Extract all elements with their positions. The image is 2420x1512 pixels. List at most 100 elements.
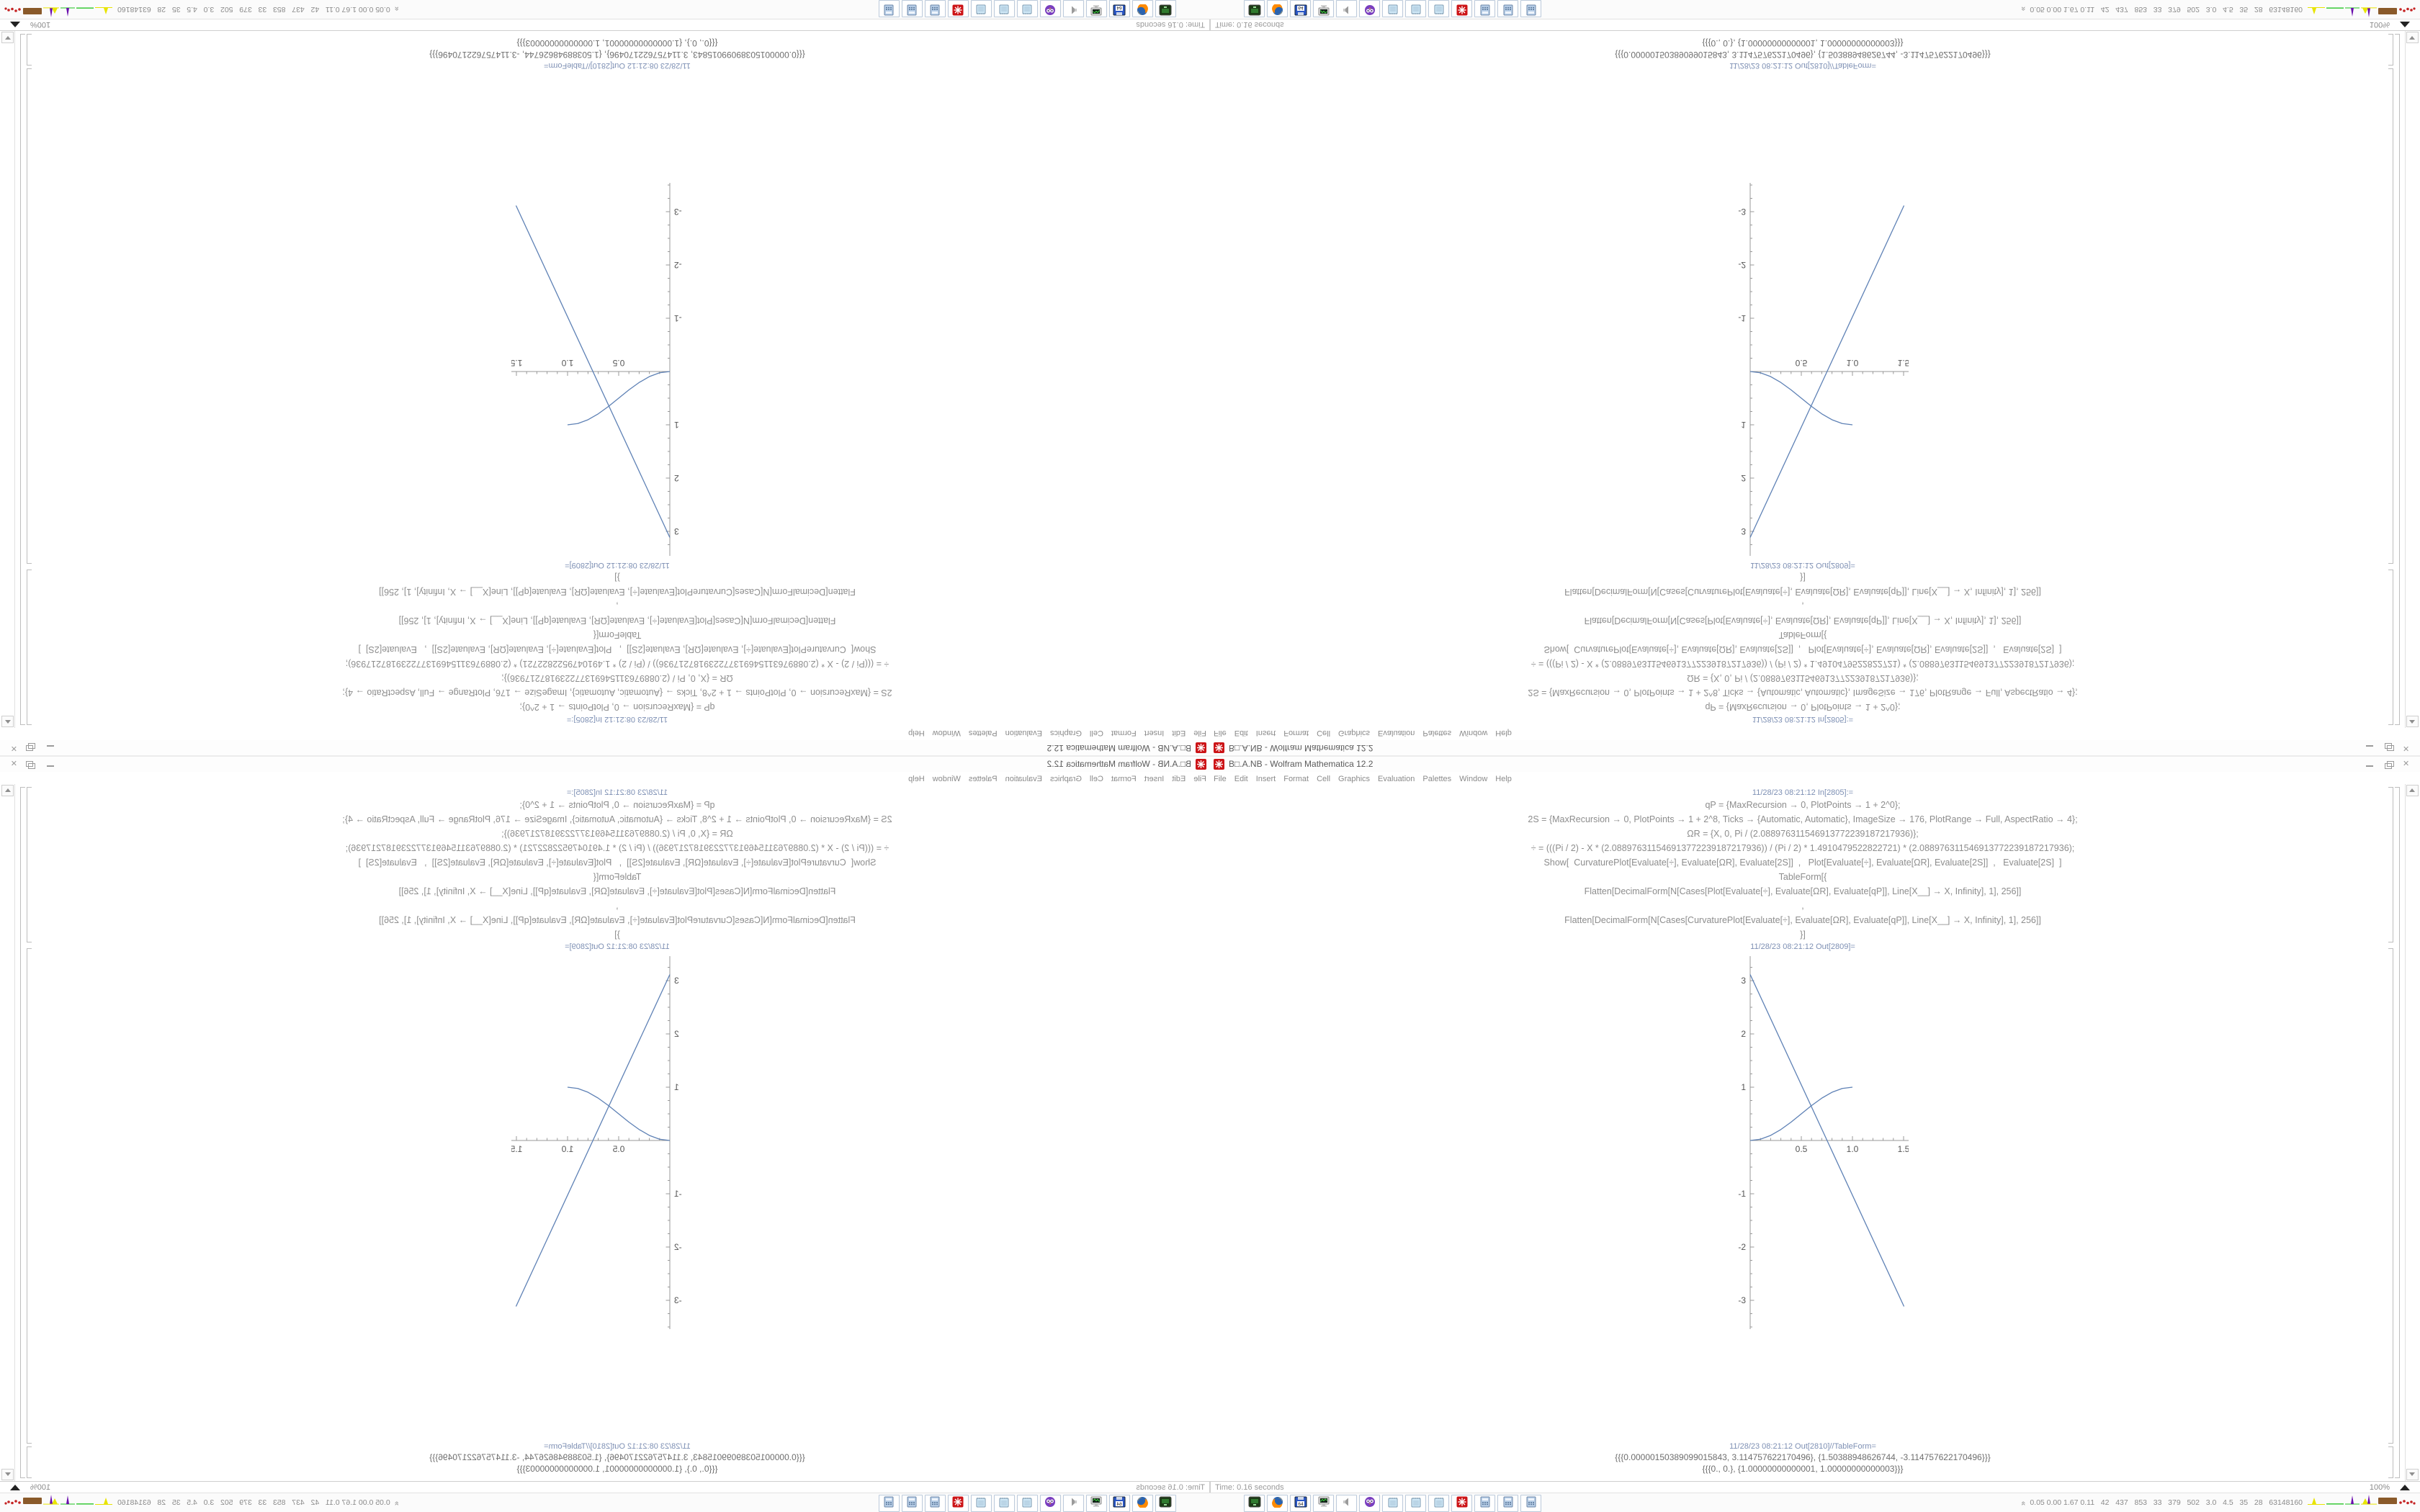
menu-item-insert[interactable]: Insert: [1255, 775, 1276, 783]
cell-bracket-group[interactable]: [20, 34, 25, 725]
close-button[interactable]: ✕: [10, 744, 17, 752]
menu-item-graphics[interactable]: Graphics: [1338, 729, 1371, 737]
cell-bracket-table-output[interactable]: [27, 34, 32, 66]
vertical-scrollbar[interactable]: [2405, 31, 2419, 728]
taskbar-button-floppy64[interactable]: 64: [1290, 0, 1311, 17]
taskbar-button-monitor[interactable]: [1086, 0, 1107, 17]
menu-item-edit[interactable]: Edit: [1172, 729, 1186, 737]
code-line[interactable]: qP = {MaxRecursion → 0, PlotPoints → 1 +…: [1705, 800, 1901, 810]
code-line[interactable]: Flatten[DecimalForm[N[Cases[Plot[Evaluat…: [398, 616, 836, 626]
taskbar-button-speaker[interactable]: [1336, 1495, 1357, 1512]
resize-grip-icon[interactable]: [10, 1484, 20, 1490]
code-line[interactable]: ÷ = (((Pi / 2) - X * (2.0889763115469137…: [1531, 659, 2075, 669]
code-line[interactable]: 2S = {MaxRecursion → 0, PlotPoints → 1 +…: [1528, 814, 2078, 824]
titlebar[interactable]: B□.A.NB - Wolfram Mathematica 12.2 ✕: [1210, 756, 2420, 773]
notebook-area[interactable]: 11/28/23 08:21:12 In[2805]:= qP = {MaxRe…: [0, 784, 1210, 1481]
menu-item-evaluation[interactable]: Evaluation: [1378, 775, 1415, 783]
taskbar-button-monitor[interactable]: [1313, 1495, 1334, 1512]
code-line[interactable]: ,: [616, 901, 619, 911]
taskbar-button-notepad[interactable]: [1382, 0, 1403, 17]
input-code-cell[interactable]: qP = {MaxRecursion → 0, PlotPoints → 1 +…: [1210, 798, 2396, 942]
taskbar-button-notepad[interactable]: [1382, 1495, 1403, 1512]
taskbar-button-calculator[interactable]: [1497, 0, 1518, 17]
taskbar-button-firefox[interactable]: [1267, 0, 1288, 17]
code-line[interactable]: ΩR = {X, 0, Pi / (2.08897631154691377223…: [501, 829, 733, 839]
tray-expand-icon[interactable]: «: [2019, 1500, 2028, 1505]
taskbar-button-owl[interactable]: [1040, 0, 1061, 17]
menu-item-help[interactable]: Help: [1495, 775, 1512, 783]
taskbar-button-mathematica[interactable]: [948, 0, 969, 17]
resize-grip-icon[interactable]: [2400, 22, 2410, 28]
taskbar-button-console[interactable]: [1155, 0, 1176, 17]
menu-item-format[interactable]: Format: [1111, 729, 1137, 737]
menu-item-evaluation[interactable]: Evaluation: [1378, 729, 1415, 737]
menu-item-help[interactable]: Help: [908, 729, 925, 737]
cell-bracket-group[interactable]: [20, 787, 25, 1478]
taskbar-button-calculator[interactable]: [925, 0, 946, 17]
magnification-control[interactable]: 100%: [30, 20, 51, 30]
taskbar-button-speaker[interactable]: [1063, 0, 1084, 17]
scroll-up-button[interactable]: [2406, 785, 2419, 796]
taskbar-button-notepad[interactable]: [971, 0, 992, 17]
code-line[interactable]: Flatten[DecimalForm[N[Cases[Plot[Evaluat…: [398, 886, 836, 896]
menu-item-edit[interactable]: Edit: [1234, 729, 1248, 737]
scroll-down-button[interactable]: [1, 32, 14, 43]
minimize-button[interactable]: [2365, 760, 2375, 768]
code-line[interactable]: 2S = {MaxRecursion → 0, PlotPoints → 1 +…: [1528, 688, 2078, 698]
magnification-control[interactable]: 100%: [2369, 20, 2390, 30]
menu-item-cell[interactable]: Cell: [1089, 729, 1103, 737]
code-line[interactable]: Show[ CurvaturePlot[Evaluate[÷], Evaluat…: [1543, 644, 2062, 654]
menu-item-insert[interactable]: Insert: [1255, 729, 1276, 737]
code-line[interactable]: TableForm[{: [1778, 630, 1827, 640]
code-line[interactable]: ,: [1801, 601, 1804, 611]
vertical-scrollbar[interactable]: [2405, 784, 2419, 1481]
taskbar-button-mathematica[interactable]: [1451, 0, 1472, 17]
cell-bracket-plot-output[interactable]: [27, 68, 32, 564]
code-line[interactable]: Flatten[DecimalForm[N[Cases[CurvaturePlo…: [379, 915, 856, 925]
taskbar-button-floppy64[interactable]: 64: [1290, 1495, 1311, 1512]
code-line[interactable]: ΩR = {X, 0, Pi / (2.08897631154691377223…: [1687, 673, 1919, 683]
menu-item-window[interactable]: Window: [1459, 775, 1488, 783]
taskbar-button-notepad[interactable]: [1405, 0, 1426, 17]
notebook-area[interactable]: 11/28/23 08:21:12 In[2805]:= qP = {MaxRe…: [0, 31, 1210, 728]
code-line[interactable]: }]: [614, 930, 620, 940]
restore-button[interactable]: [2384, 760, 2394, 769]
titlebar[interactable]: B□.A.NB - Wolfram Mathematica 12.2 ✕: [1210, 739, 2420, 756]
scroll-up-button[interactable]: [1, 785, 14, 796]
close-button[interactable]: ✕: [10, 760, 17, 768]
code-line[interactable]: 2S = {MaxRecursion → 0, PlotPoints → 1 +…: [342, 688, 892, 698]
scroll-up-button[interactable]: [2406, 716, 2419, 727]
taskbar-button-calculator[interactable]: [1474, 1495, 1495, 1512]
code-line[interactable]: TableForm[{: [593, 630, 642, 640]
magnification-control[interactable]: 100%: [30, 1482, 51, 1492]
code-line[interactable]: }]: [1800, 930, 1806, 940]
close-button[interactable]: ✕: [2403, 760, 2410, 768]
scroll-down-button[interactable]: [2406, 32, 2419, 43]
restore-button[interactable]: [2384, 743, 2394, 752]
menu-item-graphics[interactable]: Graphics: [1338, 775, 1371, 783]
taskbar-button-floppy64[interactable]: 64: [1109, 0, 1130, 17]
menu-item-cell[interactable]: Cell: [1317, 775, 1331, 783]
vertical-scrollbar[interactable]: [1, 31, 15, 728]
menu-item-palettes[interactable]: Palettes: [1422, 729, 1452, 737]
code-line[interactable]: Flatten[DecimalForm[N[Cases[Plot[Evaluat…: [1584, 616, 2022, 626]
taskbar-button-floppy64[interactable]: 64: [1109, 1495, 1130, 1512]
taskbar-button-firefox[interactable]: [1267, 1495, 1288, 1512]
code-line[interactable]: }]: [614, 572, 620, 582]
input-code-cell[interactable]: qP = {MaxRecursion → 0, PlotPoints → 1 +…: [24, 570, 1210, 714]
minimize-button[interactable]: [2365, 744, 2375, 752]
taskbar-button-console[interactable]: [1244, 0, 1265, 17]
cell-bracket-input[interactable]: [2388, 570, 2393, 725]
tray-expand-icon[interactable]: «: [392, 7, 401, 12]
taskbar-button-console[interactable]: [1244, 1495, 1265, 1512]
menu-item-format[interactable]: Format: [1283, 775, 1309, 783]
titlebar[interactable]: B□.A.NB - Wolfram Mathematica 12.2 ✕: [0, 756, 1210, 773]
taskbar-button-notepad[interactable]: [1428, 0, 1449, 17]
cell-bracket-plot-output[interactable]: [2388, 948, 2393, 1444]
code-line[interactable]: ÷ = (((Pi / 2) - X * (2.0889763115469137…: [345, 843, 889, 853]
code-line[interactable]: Flatten[DecimalForm[N[Cases[Plot[Evaluat…: [1584, 886, 2022, 896]
code-line[interactable]: TableForm[{: [593, 872, 642, 882]
taskbar-button-calculator[interactable]: [902, 0, 923, 17]
code-line[interactable]: qP = {MaxRecursion → 0, PlotPoints → 1 +…: [519, 800, 715, 810]
scroll-up-button[interactable]: [1, 716, 14, 727]
